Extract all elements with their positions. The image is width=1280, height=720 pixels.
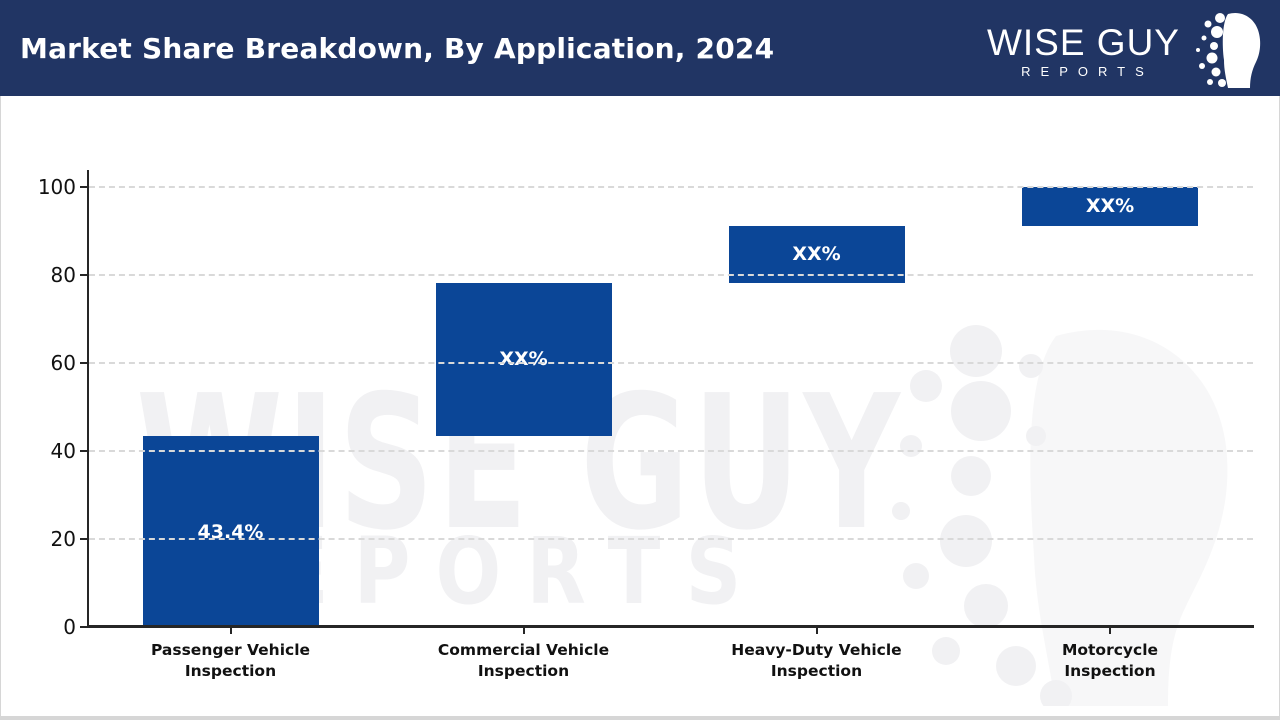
x-axis-label: Passenger Vehicle Inspection: [111, 640, 351, 682]
x-axis-label: Motorcycle Inspection: [990, 640, 1230, 682]
x-axis-label: Commercial Vehicle Inspection: [404, 640, 644, 682]
y-tick: [80, 450, 87, 452]
gridline: [89, 538, 1253, 540]
gridline: [89, 274, 1253, 276]
y-tick-label: 80: [50, 263, 76, 287]
x-axis-label-line2: Inspection: [477, 661, 570, 680]
bar: XX%: [1022, 187, 1198, 226]
y-tick: [80, 186, 87, 188]
gridline: [89, 362, 1253, 364]
bar-value-label: XX%: [499, 348, 548, 371]
bar-value-label: 43.4%: [197, 520, 264, 543]
x-tick: [815, 628, 818, 634]
bar-value-label: XX%: [1085, 195, 1135, 218]
x-tick: [522, 628, 525, 634]
x-axis-label-line1: Heavy-Duty Vehicle: [731, 641, 902, 659]
bar: XX%: [728, 225, 905, 283]
x-axis-line: [87, 625, 1254, 628]
y-tick-label: 100: [37, 175, 76, 199]
bar-value-label: XX%: [792, 243, 841, 266]
x-axis-label-line2: Inspection: [770, 661, 863, 680]
y-tick-label: 20: [50, 527, 76, 551]
x-axis-label-line2: Inspection: [184, 661, 277, 680]
brand-face-icon: [1184, 8, 1262, 94]
y-tick-label: 60: [50, 351, 76, 375]
y-tick-label: 0: [63, 615, 76, 639]
page-title: Market Share Breakdown, By Application, …: [20, 31, 775, 65]
x-tick: [1109, 628, 1111, 634]
x-axis-label-line1: Motorcycle: [1061, 641, 1159, 659]
header-band: Market Share Breakdown, By Application, …: [0, 0, 1280, 96]
x-axis-label-line1: Commercial Vehicle: [437, 641, 610, 659]
x-tick: [229, 628, 232, 634]
brand-logo: WISE GUY REPORTS: [987, 8, 1262, 94]
bar: 43.4%: [142, 436, 319, 627]
y-tick-label: 40: [50, 439, 76, 463]
x-axis-label: Heavy-Duty Vehicle Inspection: [697, 640, 937, 682]
y-axis-line: [87, 170, 89, 627]
brand-name: WISE GUY: [986, 22, 1180, 64]
x-axis-label-line2: Inspection: [1064, 661, 1156, 680]
gridline: [89, 186, 1253, 188]
y-tick: [80, 538, 87, 540]
bar: XX%: [435, 282, 612, 437]
x-axis-label-line1: Passenger Vehicle: [150, 641, 311, 659]
gridline: [89, 450, 1253, 452]
brand-logo-text: WISE GUY REPORTS: [986, 22, 1180, 79]
watermark-face: [892, 325, 1228, 706]
y-tick: [80, 626, 87, 628]
brand-subname: REPORTS: [1021, 63, 1154, 79]
y-tick: [80, 362, 87, 364]
y-tick: [80, 274, 87, 276]
